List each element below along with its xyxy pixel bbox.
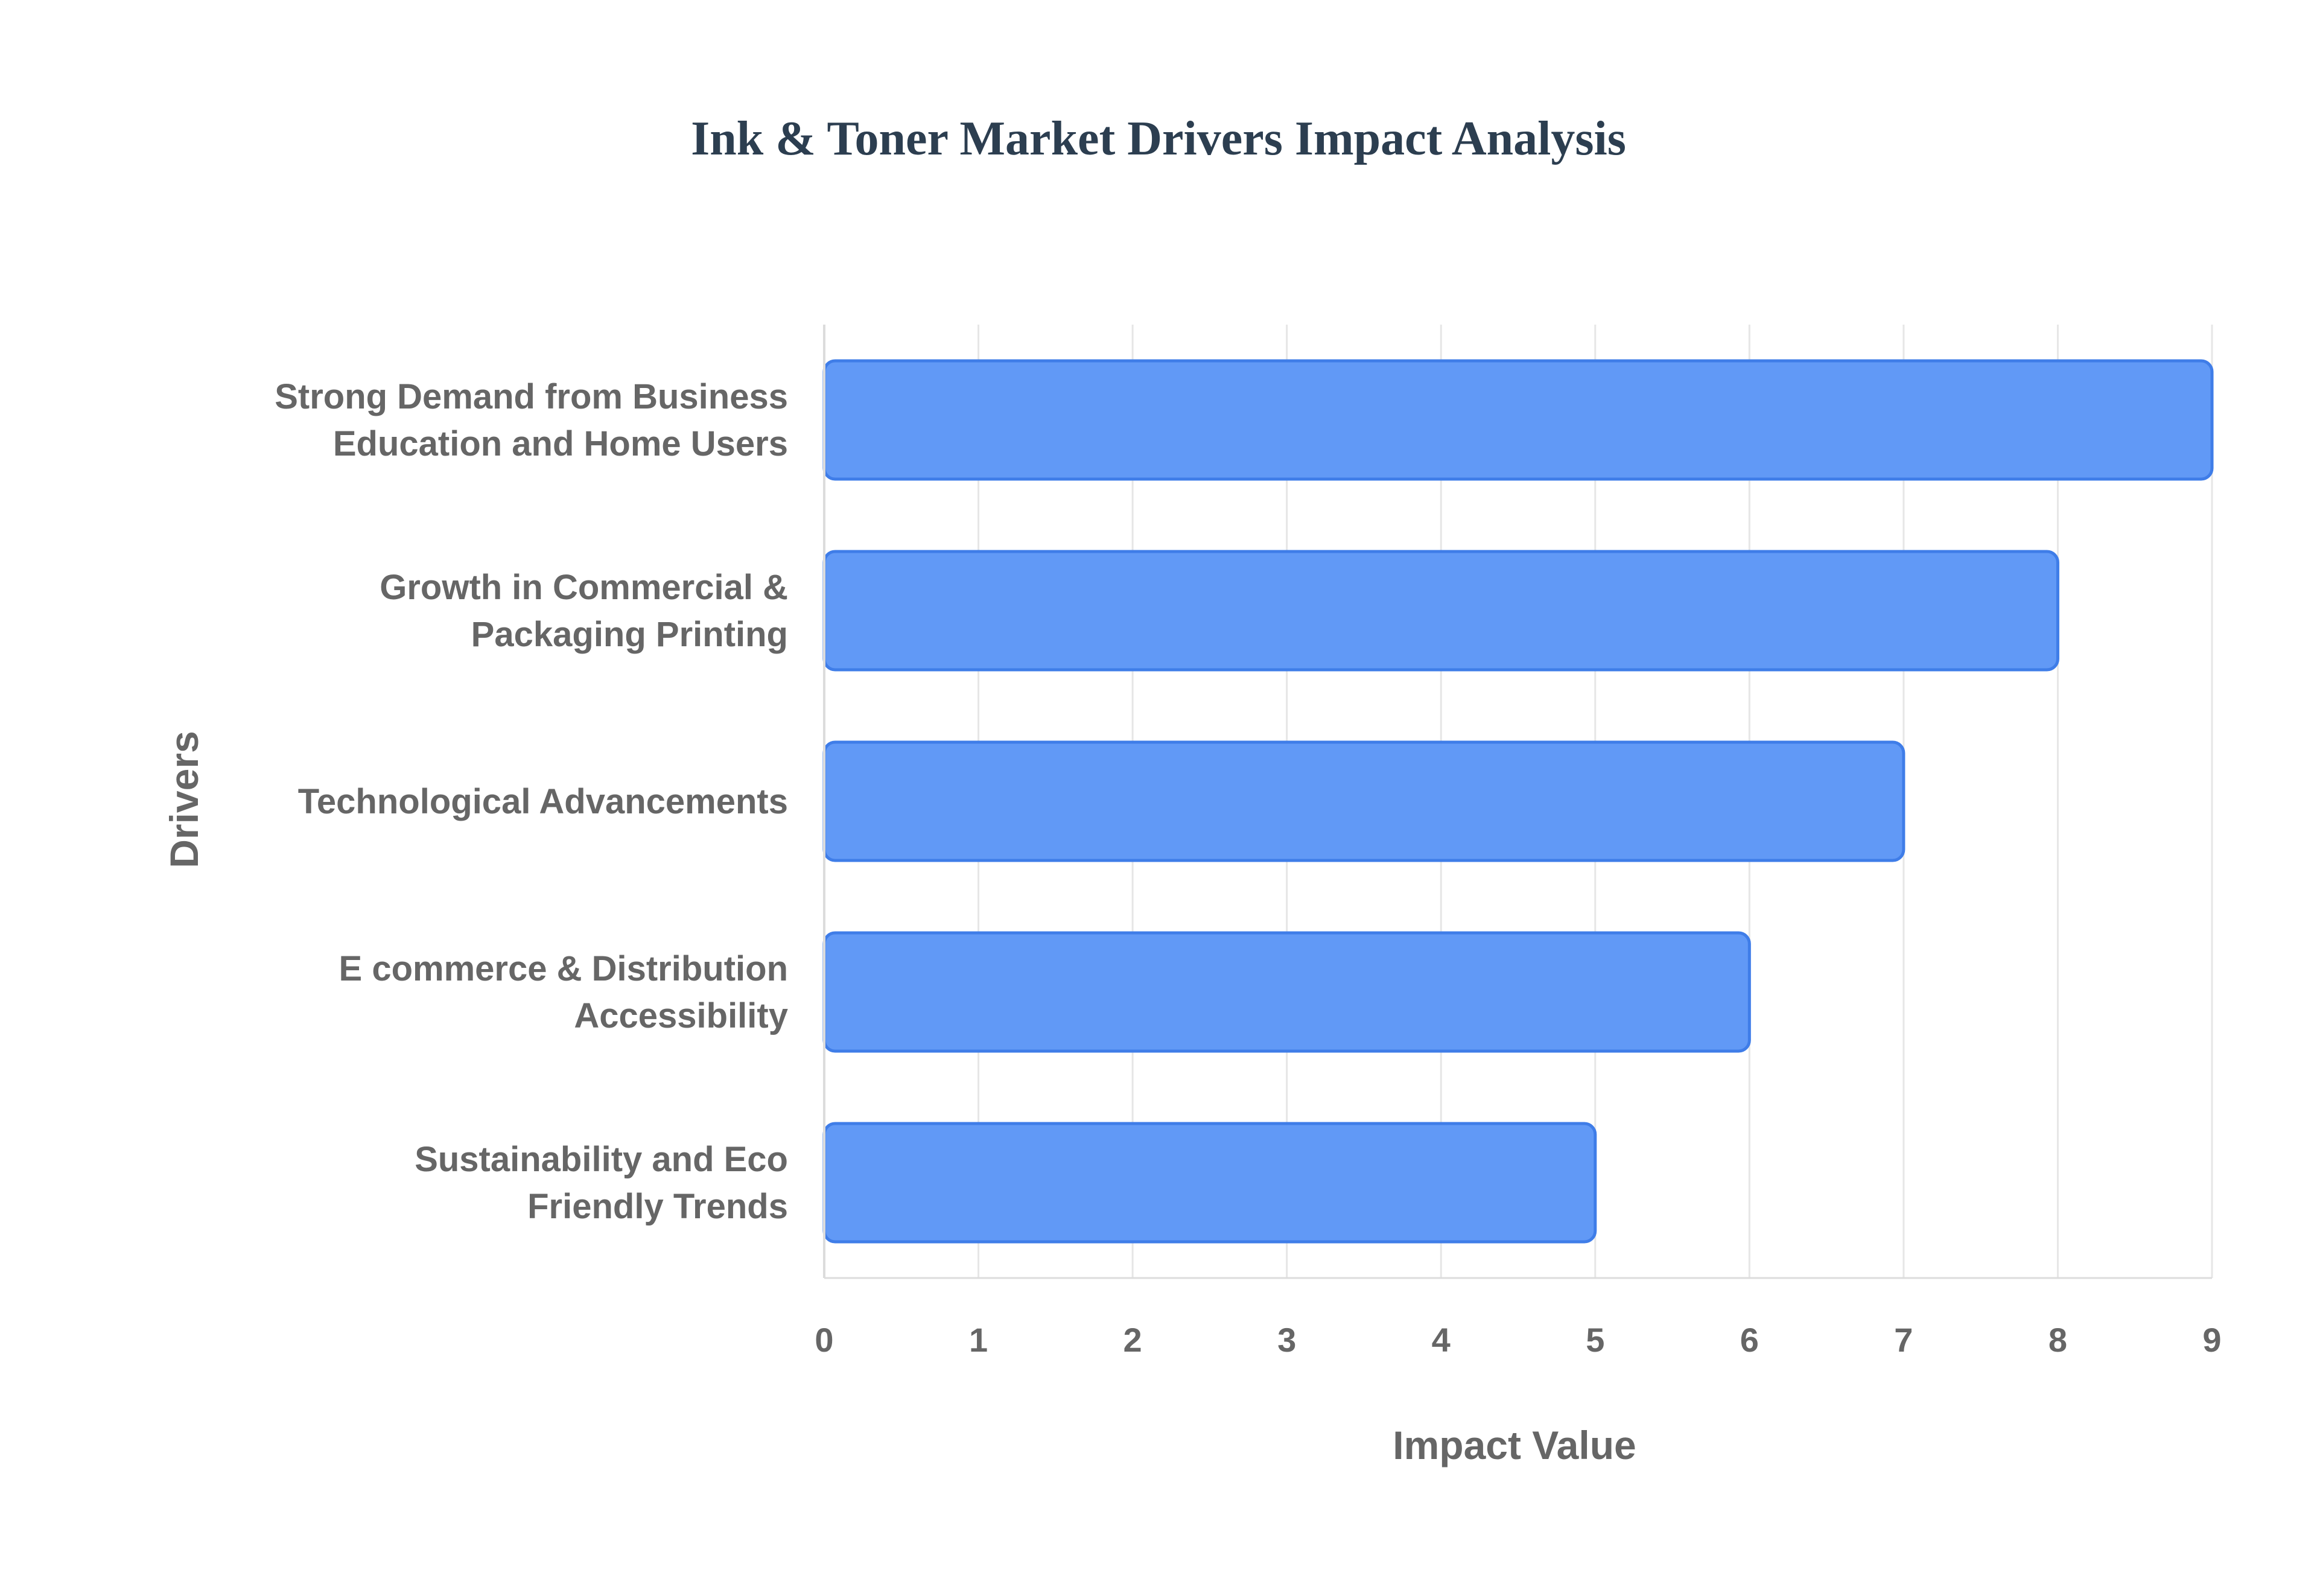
x-axis-tick-label: 0 (815, 1321, 833, 1359)
bars (822, 359, 2214, 1244)
bar (822, 359, 2214, 481)
y-axis-category-label: E commerce & Distribution Accessibility (339, 949, 788, 1035)
x-axis-tick-label: 6 (1740, 1321, 1759, 1359)
x-axis (823, 325, 2212, 1279)
x-axis-tick-label: 1 (969, 1321, 988, 1359)
y-axis-category-label: Technological Advancements (298, 782, 788, 821)
x-axis-tick-label: 8 (2048, 1321, 2067, 1359)
x-axis-tick-label: 9 (2202, 1321, 2221, 1359)
y-axis-title: Drivers (162, 731, 206, 868)
x-axis-tick-label: 7 (1894, 1321, 1913, 1359)
x-axis-tick-labels: 0 1 2 3 4 5 6 7 8 9 (815, 1321, 2221, 1359)
bar (822, 1122, 1597, 1244)
x-axis-tick-label: 4 (1432, 1321, 1451, 1359)
y-axis-category-labels: Strong Demand from Business Education and… (275, 377, 788, 1226)
chart-title: Ink & Toner Market Drivers Impact Analys… (691, 112, 1626, 165)
bar (822, 740, 1905, 862)
x-axis-tick-label: 5 (1586, 1321, 1604, 1359)
bar (822, 931, 1751, 1053)
y-axis-category-label: Strong Demand from Business Education and… (275, 377, 788, 463)
y-axis-category-label: Growth in Commercial & Packaging Printing (380, 568, 788, 654)
y-axis-category-label: Sustainability and Eco Friendly Trends (415, 1140, 788, 1226)
x-axis-tick-label: 2 (1124, 1321, 1142, 1359)
x-axis-title: Impact Value (1393, 1423, 1636, 1467)
bar (822, 550, 2059, 672)
x-axis-tick-label: 3 (1277, 1321, 1296, 1359)
